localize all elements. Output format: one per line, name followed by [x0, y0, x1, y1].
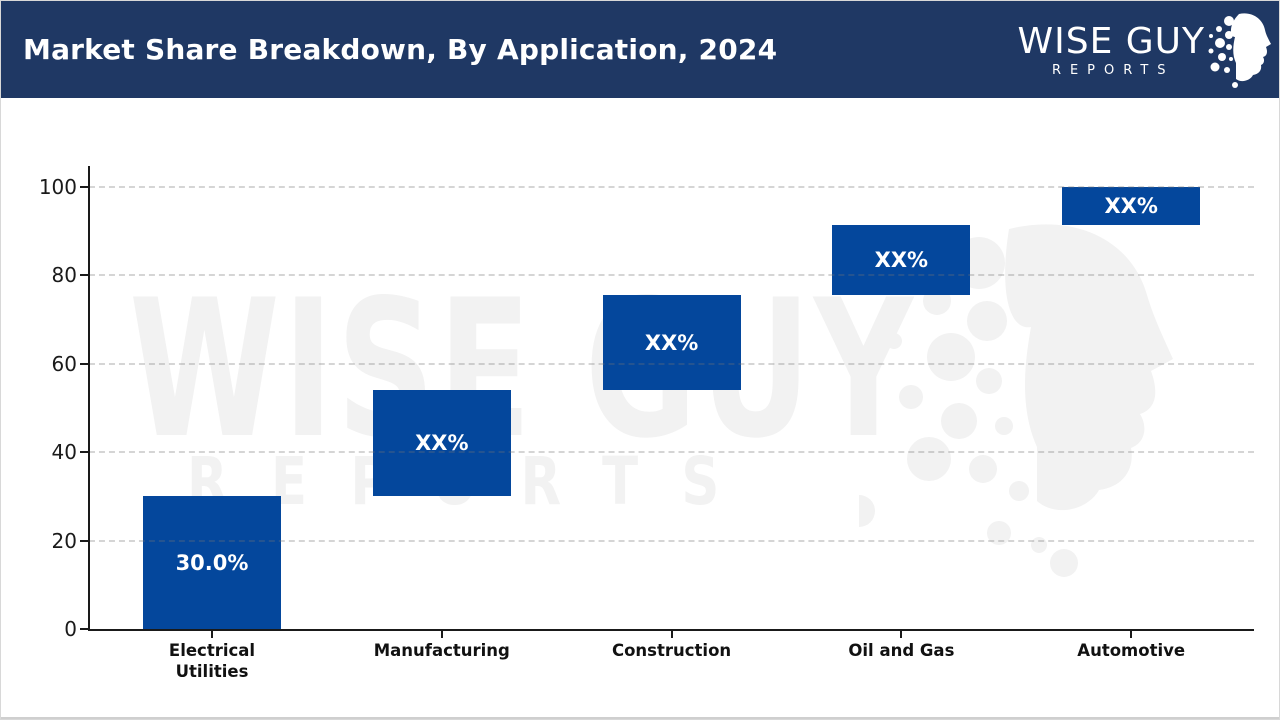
x-tickmark-0	[211, 629, 213, 638]
bottom-divider	[1, 717, 1279, 719]
y-tickmark-60	[80, 362, 89, 365]
gridline-20	[89, 539, 1254, 542]
x-tickmark-4	[1130, 629, 1133, 638]
x-tickmark-1	[440, 629, 443, 638]
gridline-100	[89, 186, 1254, 188]
x-tick-label-4: Automotive	[1077, 641, 1186, 660]
gridline-80	[89, 274, 1254, 277]
y-tickmark-40	[80, 451, 89, 454]
gridline-40	[89, 451, 1254, 454]
bar-oil-and-gas: XX%	[832, 225, 971, 296]
x-tick-label-1: Manufacturing	[373, 641, 510, 660]
bar-automotive: XX%	[1062, 187, 1201, 226]
bar-value-label: XX%	[1104, 194, 1158, 219]
y-tick-label-20: 20	[51, 528, 77, 553]
y-tick-label-80: 80	[51, 263, 77, 288]
brand-logo-text: WISE GUY REPORTS	[1018, 23, 1206, 78]
bar-manufacturing: XX%	[372, 390, 511, 497]
brand-name: WISE GUY	[1017, 21, 1205, 62]
x-tickmark-2	[670, 629, 673, 638]
header-bar: Market Share Breakdown, By Application, …	[1, 1, 1279, 98]
brand-subname: REPORTS	[1051, 62, 1175, 78]
bar-value-label: XX%	[874, 248, 929, 273]
brand-logo: WISE GUY REPORTS	[1018, 7, 1273, 93]
bar-value-label: XX%	[644, 330, 699, 355]
y-tick-label-100: 100	[38, 175, 77, 199]
y-tickmark-80	[80, 274, 89, 277]
y-tick-label-60: 60	[51, 351, 77, 376]
gridline-60	[89, 362, 1254, 365]
bar-value-label: 30.0%	[175, 550, 249, 575]
y-axis-line	[88, 166, 90, 631]
page-title: Market Share Breakdown, By Application, …	[23, 33, 778, 66]
x-tick-label-0: Electrical Utilities	[168, 641, 256, 681]
bar-value-label: XX%	[415, 431, 469, 456]
watermark-wiseguy-text: WISE GUY	[129, 259, 916, 480]
y-tick-label-0: 0	[64, 617, 77, 641]
y-tickmark-20	[80, 539, 89, 542]
x-tickmark-3	[900, 629, 903, 638]
bar-electrical-utilities: 30.0%	[143, 496, 281, 629]
y-tick-label-40: 40	[51, 440, 77, 465]
y-tickmark-0	[80, 628, 89, 630]
brand-face-icon	[1208, 13, 1271, 88]
x-tick-label-2: Construction	[611, 641, 732, 660]
y-tickmark-100	[80, 186, 89, 188]
watermark-face-icon	[859, 224, 1173, 577]
x-tick-label-3: Oil and Gas	[848, 641, 955, 660]
bar-construction: XX%	[602, 295, 741, 391]
